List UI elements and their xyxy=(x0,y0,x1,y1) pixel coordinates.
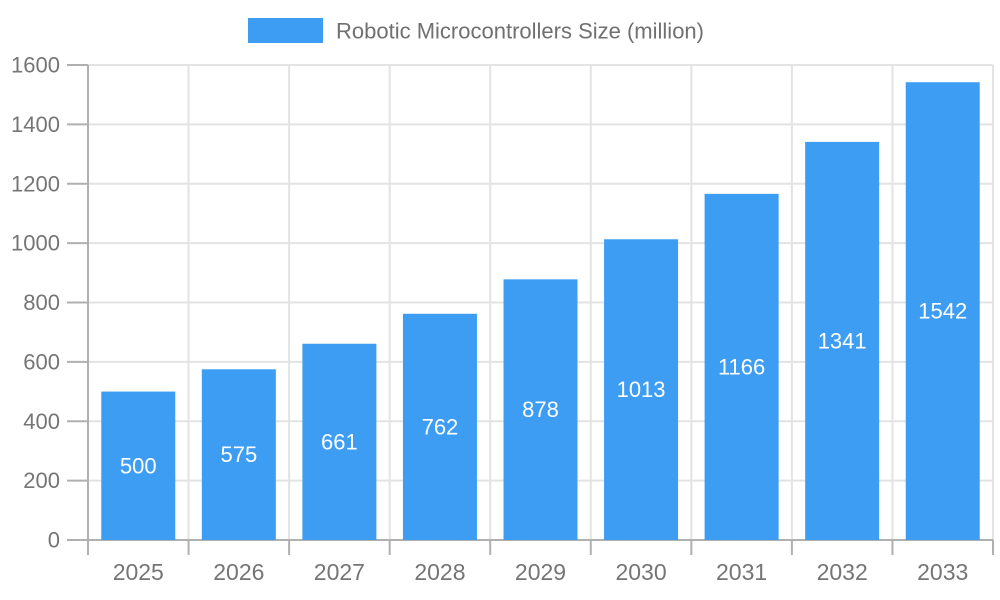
x-axis-label: 2031 xyxy=(716,559,767,585)
bar xyxy=(101,391,176,540)
x-axis-label: 2030 xyxy=(615,559,666,585)
bar xyxy=(201,369,276,540)
legend[interactable]: Robotic Microcontrollers Size (million) xyxy=(248,18,704,44)
x-axis-label: 2028 xyxy=(414,559,465,585)
bar xyxy=(604,239,679,540)
bar-value-label: 1166 xyxy=(718,354,765,379)
bar xyxy=(704,193,779,540)
bar-value-label: 878 xyxy=(522,397,559,422)
y-axis-label: 400 xyxy=(23,409,60,434)
y-axis-label: 1400 xyxy=(11,112,60,137)
bar xyxy=(503,279,578,540)
grid-lines xyxy=(88,64,994,540)
bar xyxy=(905,82,980,540)
y-axis-label: 600 xyxy=(23,349,60,374)
x-axis-label: 2027 xyxy=(314,559,365,585)
y-axis-label: 1600 xyxy=(11,53,60,78)
bar-value-labels: 500 575 661 762 878 1013 1166 1341 1542 xyxy=(120,299,967,479)
x-axis-label: 2025 xyxy=(113,559,164,585)
y-axis-label: 800 xyxy=(23,290,60,315)
y-axis-label: 200 xyxy=(23,468,60,493)
bar xyxy=(402,313,477,540)
bar-value-label: 762 xyxy=(422,414,459,439)
y-axis-label: 0 xyxy=(48,528,60,553)
legend-label[interactable]: Robotic Microcontrollers Size (million) xyxy=(336,19,704,44)
legend-swatch[interactable] xyxy=(248,18,323,43)
bar-value-label: 500 xyxy=(120,453,157,478)
y-axis-label: 1200 xyxy=(11,171,60,196)
x-axis-label: 2032 xyxy=(817,559,868,585)
bar-value-label: 1013 xyxy=(617,377,666,402)
bar xyxy=(805,141,880,540)
x-axis-label: 2029 xyxy=(515,559,566,585)
x-axis-label: 2026 xyxy=(213,559,264,585)
y-axis-label: 1000 xyxy=(11,231,60,256)
x-axis-label: 2033 xyxy=(917,559,968,585)
axis-tick-labels: 0 200 400 600 800 1000 1200 1400 1600 2025 2026 202… xyxy=(11,53,968,586)
bar xyxy=(302,343,377,540)
bar-value-label: 1542 xyxy=(918,299,967,324)
bar-series xyxy=(101,82,980,540)
bar-value-label: 661 xyxy=(321,429,358,454)
bar-value-label: 1341 xyxy=(818,328,867,353)
bar-value-label: 575 xyxy=(220,442,257,467)
